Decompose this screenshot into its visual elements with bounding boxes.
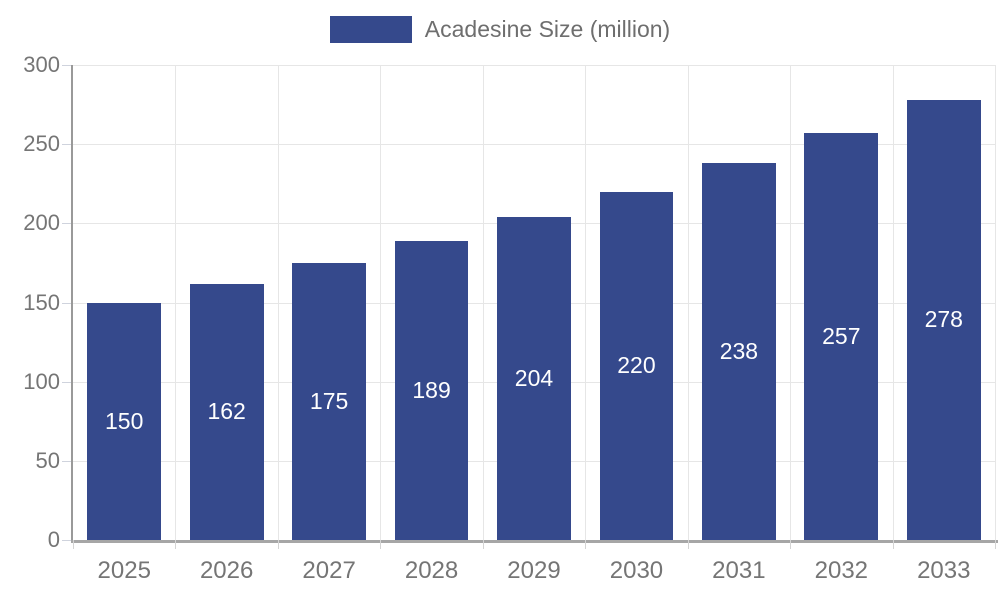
y-axis-tick-label: 300 bbox=[23, 52, 60, 77]
x-axis-tick-label: 2028 bbox=[404, 557, 459, 584]
vertical-gridline bbox=[277, 65, 279, 540]
bar-value-label: 162 bbox=[207, 398, 246, 425]
x-axis-tick-label: 2029 bbox=[507, 557, 561, 584]
y-axis-tick bbox=[62, 381, 71, 383]
bar-value-label: 189 bbox=[412, 376, 451, 403]
y-axis-tick bbox=[62, 65, 71, 66]
bar-value-label: 220 bbox=[617, 352, 656, 379]
x-axis-tick bbox=[790, 540, 792, 549]
vertical-gridline bbox=[175, 65, 177, 540]
bar-value-label: 278 bbox=[924, 306, 963, 333]
vertical-gridline bbox=[892, 65, 894, 540]
x-axis-line bbox=[71, 540, 998, 543]
bar[interactable]: 204 bbox=[497, 217, 571, 540]
bar[interactable]: 150 bbox=[87, 302, 162, 540]
bar[interactable]: 162 bbox=[189, 283, 264, 540]
bar[interactable]: 278 bbox=[906, 99, 981, 540]
x-axis-tick bbox=[380, 540, 382, 549]
x-axis-tick bbox=[995, 540, 996, 549]
bar[interactable]: 220 bbox=[599, 191, 674, 540]
y-axis-tick-label: 100 bbox=[23, 368, 60, 394]
y-axis-tick bbox=[62, 540, 71, 541]
x-axis-tick-label: 2026 bbox=[199, 557, 254, 584]
x-axis-tick bbox=[73, 540, 74, 549]
horizontal-gridline bbox=[73, 65, 995, 66]
x-axis-tick bbox=[687, 540, 689, 549]
vertical-gridline bbox=[790, 65, 792, 540]
vertical-gridline bbox=[380, 65, 382, 540]
y-axis-tick-label: 0 bbox=[47, 527, 60, 552]
bar-value-label: 175 bbox=[309, 387, 349, 414]
x-axis-tick bbox=[482, 540, 484, 549]
y-axis-tick-label: 200 bbox=[23, 210, 60, 236]
x-axis-tick bbox=[277, 540, 279, 549]
y-axis-tick-label: 250 bbox=[23, 131, 60, 157]
x-axis-tick bbox=[892, 540, 894, 549]
legend-label: Acadesine Size (million) bbox=[424, 16, 671, 42]
x-axis-tick-label: 2031 bbox=[712, 557, 766, 584]
y-axis-tick-label: 50 bbox=[35, 447, 60, 473]
bar-value-label: 150 bbox=[105, 407, 144, 434]
y-axis-tick-label: 150 bbox=[23, 289, 60, 315]
plot-area: 0 50 100 150 200 250 300 2025 2026 2027 2028 2029 20… bbox=[23, 52, 998, 584]
x-axis-tick-label: 2032 bbox=[814, 557, 869, 584]
vertical-gridline bbox=[482, 65, 484, 540]
bar-value-label: 204 bbox=[514, 365, 554, 391]
y-axis-tick bbox=[62, 302, 71, 304]
legend-swatch bbox=[329, 16, 412, 43]
bar-value-label: 257 bbox=[822, 323, 861, 350]
bar[interactable]: 175 bbox=[292, 262, 366, 540]
x-axis-tick-label: 2025 bbox=[97, 557, 151, 584]
bar[interactable]: 238 bbox=[702, 163, 776, 540]
x-axis-tick bbox=[175, 540, 177, 549]
x-axis-tick-label: 2027 bbox=[302, 557, 356, 584]
y-axis-tick bbox=[62, 223, 71, 225]
x-axis-tick-label: 2030 bbox=[609, 557, 664, 584]
bar[interactable]: 189 bbox=[394, 240, 469, 540]
legend[interactable]: Acadesine Size (million) bbox=[0, 16, 1000, 43]
bar-value-label: 238 bbox=[719, 338, 759, 365]
y-axis-tick bbox=[62, 460, 71, 462]
bar[interactable]: 257 bbox=[804, 133, 879, 540]
y-axis-line bbox=[71, 65, 73, 540]
vertical-gridline bbox=[585, 65, 587, 540]
y-axis-tick bbox=[62, 144, 71, 146]
horizontal-gridline bbox=[73, 144, 995, 146]
vertical-gridline bbox=[687, 65, 689, 540]
x-axis-tick-label: 2033 bbox=[917, 557, 971, 584]
x-axis-tick bbox=[585, 540, 587, 549]
vertical-gridline bbox=[995, 65, 996, 540]
